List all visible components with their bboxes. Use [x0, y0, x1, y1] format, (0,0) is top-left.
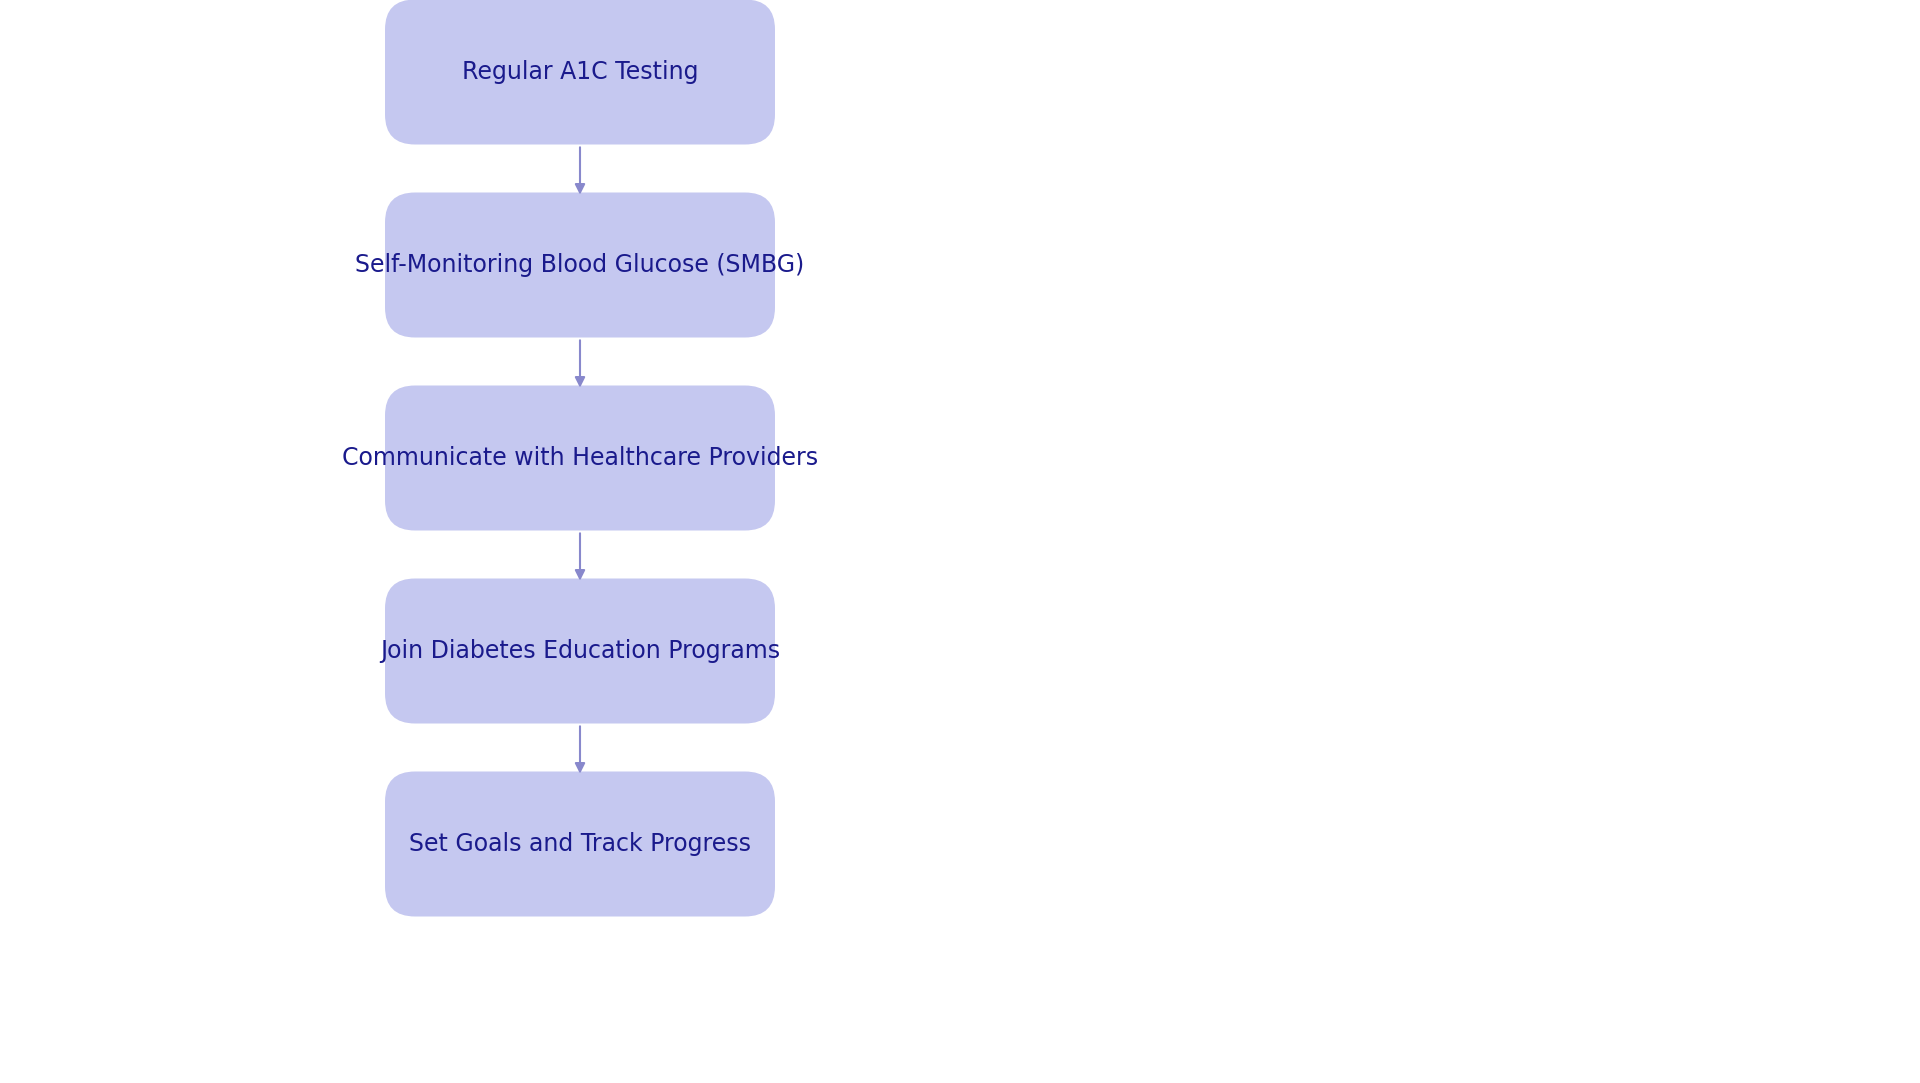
Text: Set Goals and Track Progress: Set Goals and Track Progress: [409, 832, 751, 856]
Text: Regular A1C Testing: Regular A1C Testing: [461, 60, 699, 84]
Text: Join Diabetes Education Programs: Join Diabetes Education Programs: [380, 639, 780, 663]
FancyBboxPatch shape: [386, 0, 776, 144]
Text: Self-Monitoring Blood Glucose (SMBG): Self-Monitoring Blood Glucose (SMBG): [355, 253, 804, 277]
FancyBboxPatch shape: [386, 578, 776, 723]
FancyBboxPatch shape: [386, 771, 776, 916]
Text: Communicate with Healthcare Providers: Communicate with Healthcare Providers: [342, 446, 818, 470]
FancyBboxPatch shape: [386, 386, 776, 531]
FancyBboxPatch shape: [386, 193, 776, 338]
